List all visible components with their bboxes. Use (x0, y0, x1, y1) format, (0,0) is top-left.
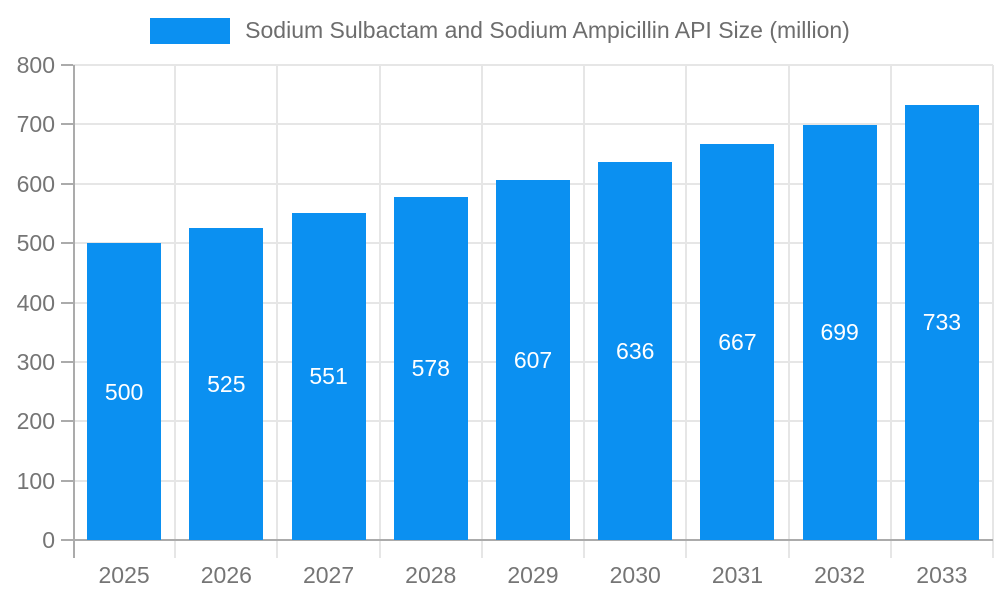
x-axis-label: 2030 (609, 562, 661, 588)
bar-2032 (802, 124, 877, 540)
x-gridline (276, 65, 279, 558)
x-axis-label: 2025 (98, 562, 150, 588)
bar-value-label: 551 (309, 363, 348, 390)
bar-value-label: 636 (616, 338, 655, 365)
y-axis-tick (61, 479, 73, 482)
bar-2027 (291, 212, 366, 540)
x-gridline (480, 65, 483, 558)
y-axis-label: 0 (42, 527, 55, 553)
y-axis-tick (61, 420, 73, 423)
y-gridline (73, 64, 993, 66)
bar-2029 (496, 179, 570, 540)
bar-value-label: 699 (820, 319, 859, 346)
bar-value-label: 500 (104, 378, 144, 405)
y-axis-label: 100 (16, 467, 55, 494)
x-axis-label: 2027 (302, 562, 355, 588)
bar-2033 (904, 104, 979, 540)
x-axis-label: 2032 (814, 562, 866, 588)
y-axis-tick (61, 123, 73, 126)
y-axis-label: 200 (16, 408, 55, 435)
y-axis-tick (61, 360, 73, 363)
plot-area: 0 100 200 300 400 500 600 700 800 500 2025 525 2026 5… (17, 52, 994, 588)
y-axis-label: 400 (16, 289, 55, 316)
x-gridline (378, 65, 381, 558)
y-gridline (73, 123, 993, 126)
y-axis-tick (61, 539, 73, 541)
x-gridline (992, 65, 994, 558)
legend-swatch (150, 17, 231, 44)
bar-2030 (598, 162, 673, 540)
y-axis-label: 600 (16, 170, 55, 197)
x-gridline (583, 65, 586, 558)
bar-2028 (393, 196, 468, 540)
bar-2031 (700, 143, 775, 540)
x-axis-label: 2026 (200, 562, 252, 588)
x-axis-label: 2031 (711, 562, 764, 588)
y-axis-label: 300 (16, 348, 55, 375)
y-axis-label: 500 (16, 230, 55, 257)
y-axis-label: 800 (16, 52, 55, 78)
x-gridline (889, 65, 892, 558)
bar-value-label: 525 (207, 371, 246, 398)
bar-2026 (189, 228, 264, 540)
legend-label: Sodium Sulbactam and Sodium Ampicillin A… (245, 17, 850, 43)
x-axis-label: 2029 (507, 562, 559, 588)
bar-value-label: 667 (718, 328, 757, 355)
x-axis-label: 2028 (405, 562, 457, 588)
legend: Sodium Sulbactam and Sodium Ampicillin A… (0, 17, 1000, 44)
x-gridline (685, 65, 688, 558)
y-axis-tick (61, 64, 73, 66)
x-axis-line (73, 539, 993, 541)
x-axis-label: 2033 (916, 562, 968, 588)
bar-2025 (87, 243, 162, 540)
y-axis-tick (61, 301, 73, 304)
bar-value-label: 578 (411, 355, 450, 382)
y-axis-line (73, 65, 75, 558)
y-axis-label: 700 (16, 111, 55, 138)
x-gridline (787, 65, 790, 558)
x-gridline (174, 65, 177, 558)
y-axis-tick (61, 182, 73, 185)
bar-value-label: 607 (513, 346, 553, 373)
y-axis-tick (61, 242, 73, 245)
bar-value-label: 733 (922, 309, 962, 336)
